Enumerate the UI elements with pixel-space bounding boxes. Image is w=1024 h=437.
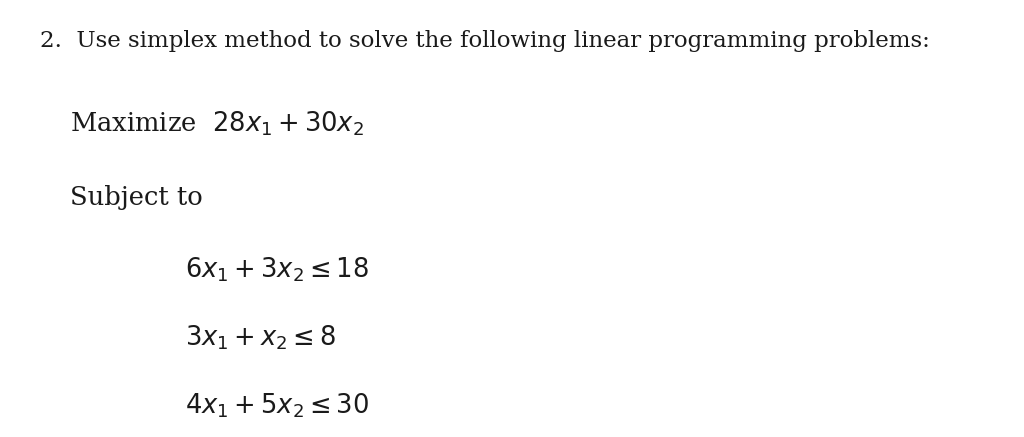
Text: Maximize  $28x_1 + 30x_2$: Maximize $28x_1 + 30x_2$ bbox=[70, 110, 364, 139]
Text: Subject to: Subject to bbox=[70, 185, 203, 210]
Text: 2.  Use simplex method to solve the following linear programming problems:: 2. Use simplex method to solve the follo… bbox=[40, 30, 930, 52]
Text: $6x_1 + 3x_2 \leq 18$: $6x_1 + 3x_2 \leq 18$ bbox=[185, 255, 369, 284]
Text: $3x_1 + x_2 \leq 8$: $3x_1 + x_2 \leq 8$ bbox=[185, 323, 336, 351]
Text: $4x_1 + 5x_2 \leq 30$: $4x_1 + 5x_2 \leq 30$ bbox=[185, 391, 369, 420]
